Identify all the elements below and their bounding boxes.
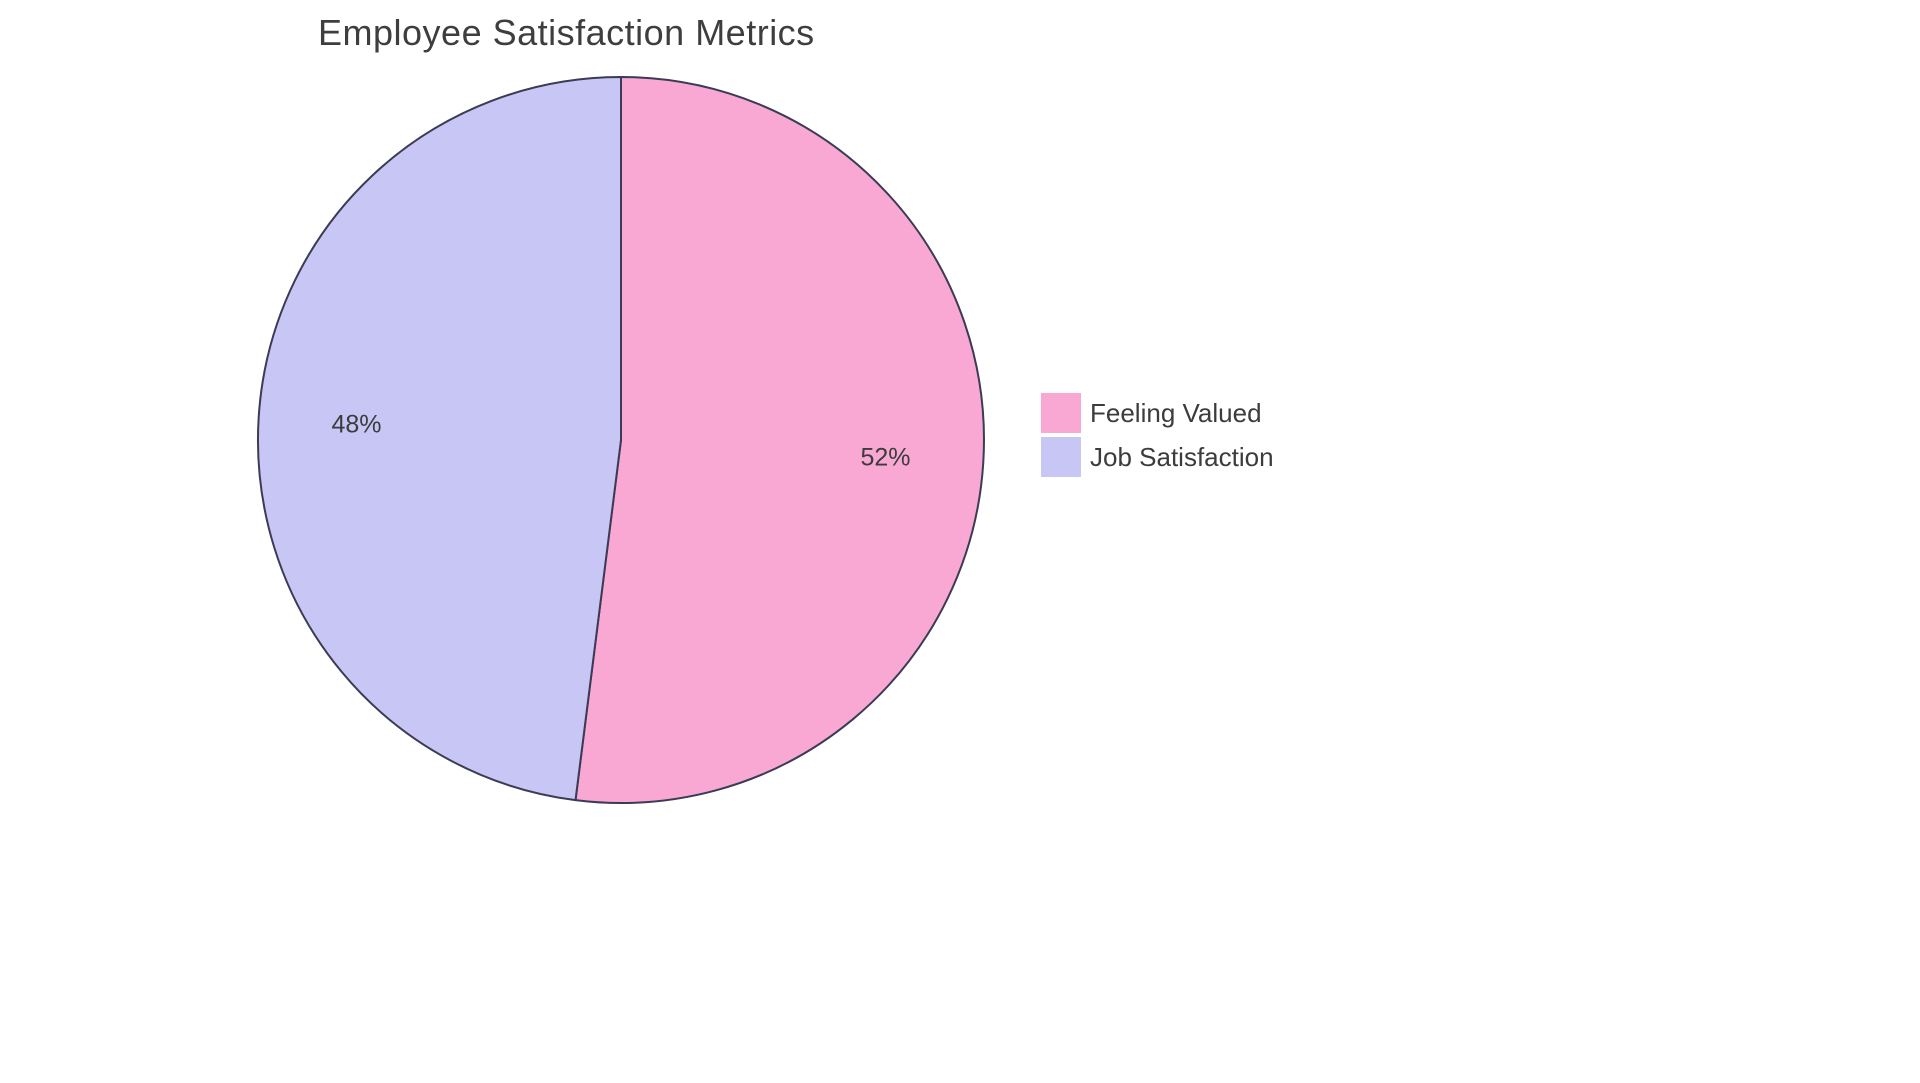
chart-title: Employee Satisfaction Metrics [318,12,815,53]
legend: Feeling Valued Job Satisfaction [1041,393,1274,477]
slice-percent-label: 52% [860,444,910,472]
pie-slice-feeling-valued [574,76,985,804]
legend-item: Job Satisfaction [1041,437,1274,477]
legend-label: Feeling Valued [1090,397,1262,428]
pie-slice-job-satisfaction [256,76,622,802]
legend-label: Job Satisfaction [1090,441,1274,472]
legend-swatch [1041,393,1081,433]
legend-swatch [1041,437,1081,477]
slice-percent-label: 48% [331,410,381,438]
legend-item: Feeling Valued [1041,393,1274,433]
